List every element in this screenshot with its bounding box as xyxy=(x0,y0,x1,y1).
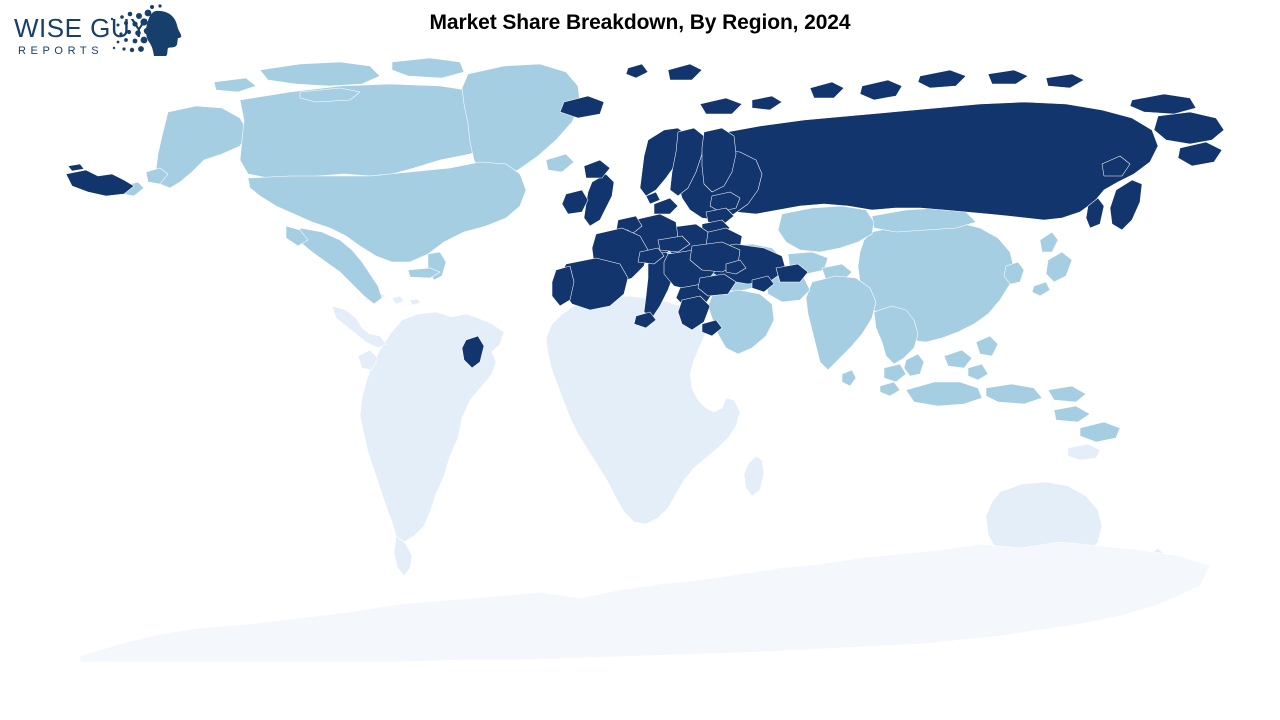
head-dots-logo-icon: WISE GUY REPORTS xyxy=(14,4,182,57)
map-antarctica-region xyxy=(79,541,1211,663)
wise-guy-reports-logo[interactable]: WISE GUY REPORTS xyxy=(8,4,198,60)
svg-text:REPORTS: REPORTS xyxy=(18,45,103,57)
page-title: Market Share Breakdown, By Region, 2024 xyxy=(429,11,851,34)
page-header: WISE GUY REPORTS xyxy=(0,0,1280,62)
map-tier1-highlight-regions xyxy=(65,63,1225,369)
world-choropleth-map[interactable] xyxy=(0,56,1280,720)
svg-text:WISE GUY: WISE GUY xyxy=(14,13,148,43)
